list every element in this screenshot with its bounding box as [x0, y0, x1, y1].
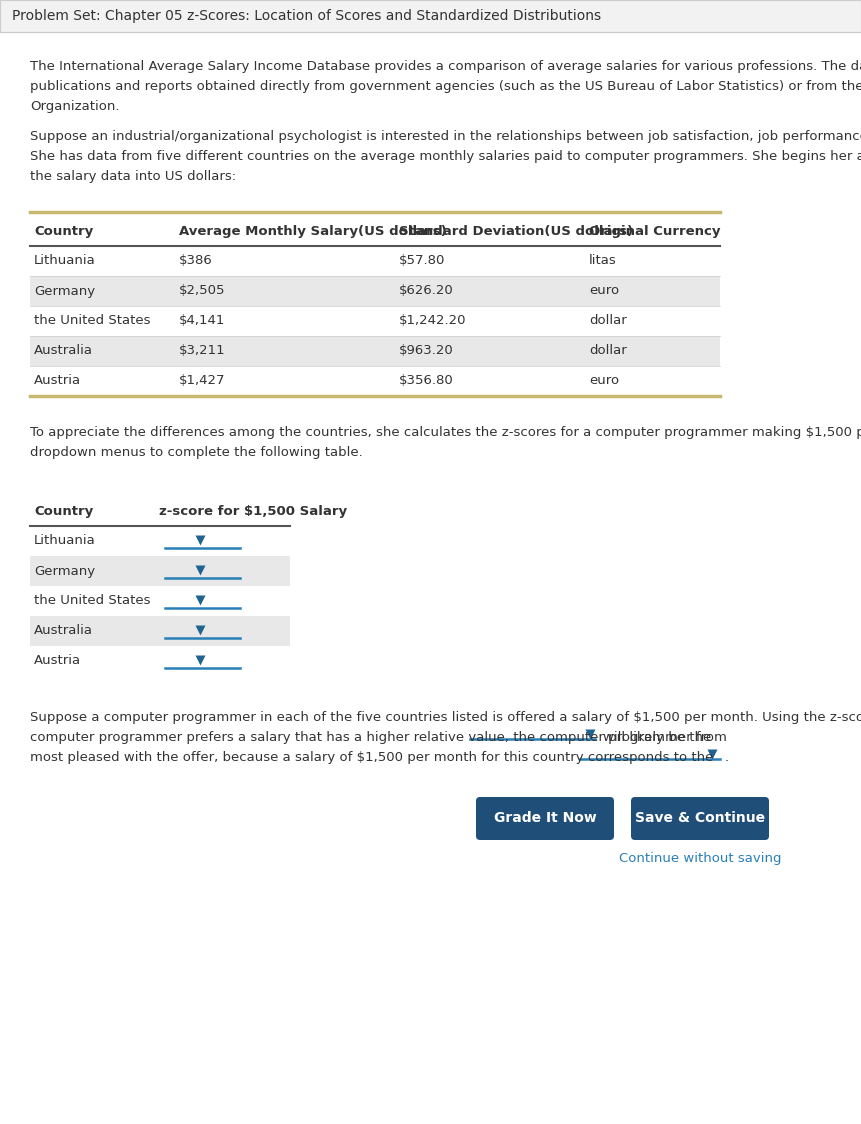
Text: Average Monthly Salary(US dollars): Average Monthly Salary(US dollars) [179, 225, 447, 237]
Text: Country: Country [34, 225, 93, 237]
Text: Standard Deviation(US dollars): Standard Deviation(US dollars) [399, 225, 633, 237]
Text: $963.20: $963.20 [399, 344, 454, 357]
Bar [30, 586, 290, 616]
Text: publications and reports obtained directly from government agencies (such as the: publications and reports obtained direct… [30, 80, 861, 93]
FancyBboxPatch shape [631, 797, 769, 840]
Text: The International Average Salary Income Database provides a comparison of averag: The International Average Salary Income … [30, 60, 861, 73]
Text: Original Currency: Original Currency [589, 225, 721, 237]
Text: dollar: dollar [589, 315, 627, 327]
Bar [30, 616, 290, 646]
Text: $626.20: $626.20 [399, 284, 454, 298]
Text: She has data from five different countries on the average monthly salaries paid : She has data from five different countri… [30, 149, 861, 163]
Text: the salary data into US dollars:: the salary data into US dollars: [30, 170, 236, 183]
Text: Germany: Germany [34, 564, 95, 578]
Text: Continue without saving: Continue without saving [619, 852, 781, 865]
Text: Suppose an industrial/organizational psychologist is interested in the relations: Suppose an industrial/organizational psy… [30, 130, 861, 143]
Text: litas: litas [589, 254, 616, 268]
Text: $4,141: $4,141 [179, 315, 226, 327]
Bar [30, 336, 720, 366]
FancyBboxPatch shape [476, 797, 614, 840]
Text: the United States: the United States [34, 315, 151, 327]
Text: Germany: Germany [34, 284, 95, 298]
Text: Austria: Austria [34, 654, 81, 668]
Bar [30, 556, 290, 586]
Text: will likely be the: will likely be the [603, 731, 711, 744]
Bar [30, 366, 720, 396]
Text: $57.80: $57.80 [399, 254, 445, 268]
Text: Suppose a computer programmer in each of the five countries listed is offered a : Suppose a computer programmer in each of… [30, 711, 861, 724]
Text: .: . [725, 751, 729, 764]
Text: Grade It Now: Grade It Now [493, 812, 597, 825]
Text: euro: euro [589, 284, 619, 298]
Bar [0, 0, 861, 31]
Text: $1,242.20: $1,242.20 [399, 315, 467, 327]
Text: Country: Country [34, 505, 93, 517]
Text: euro: euro [589, 374, 619, 388]
Bar [30, 306, 720, 336]
Text: To appreciate the differences among the countries, she calculates the z-scores f: To appreciate the differences among the … [30, 426, 861, 439]
Text: Organization.: Organization. [30, 100, 120, 114]
Text: Save & Continue: Save & Continue [635, 812, 765, 825]
Text: Australia: Australia [34, 625, 93, 637]
Text: $2,505: $2,505 [179, 284, 226, 298]
Bar [30, 646, 290, 676]
Text: $356.80: $356.80 [399, 374, 454, 388]
Bar [30, 277, 720, 306]
Text: Lithuania: Lithuania [34, 535, 96, 547]
Text: $1,427: $1,427 [179, 374, 226, 388]
Bar [30, 526, 290, 556]
Text: Austria: Austria [34, 374, 81, 388]
Text: dollar: dollar [589, 344, 627, 357]
Bar [30, 246, 720, 277]
Text: computer programmer prefers a salary that has a higher relative value, the compu: computer programmer prefers a salary tha… [30, 731, 727, 744]
Text: Lithuania: Lithuania [34, 254, 96, 268]
Text: z-score for $1,500 Salary: z-score for $1,500 Salary [159, 505, 347, 517]
Text: most pleased with the offer, because a salary of $1,500 per month for this count: most pleased with the offer, because a s… [30, 751, 714, 764]
Text: $386: $386 [179, 254, 213, 268]
Text: dropdown menus to complete the following table.: dropdown menus to complete the following… [30, 446, 362, 459]
Text: the United States: the United States [34, 595, 151, 607]
Text: $3,211: $3,211 [179, 344, 226, 357]
Text: Problem Set: Chapter 05 z-Scores: Location of Scores and Standardized Distributi: Problem Set: Chapter 05 z-Scores: Locati… [12, 9, 601, 22]
Text: Australia: Australia [34, 344, 93, 357]
